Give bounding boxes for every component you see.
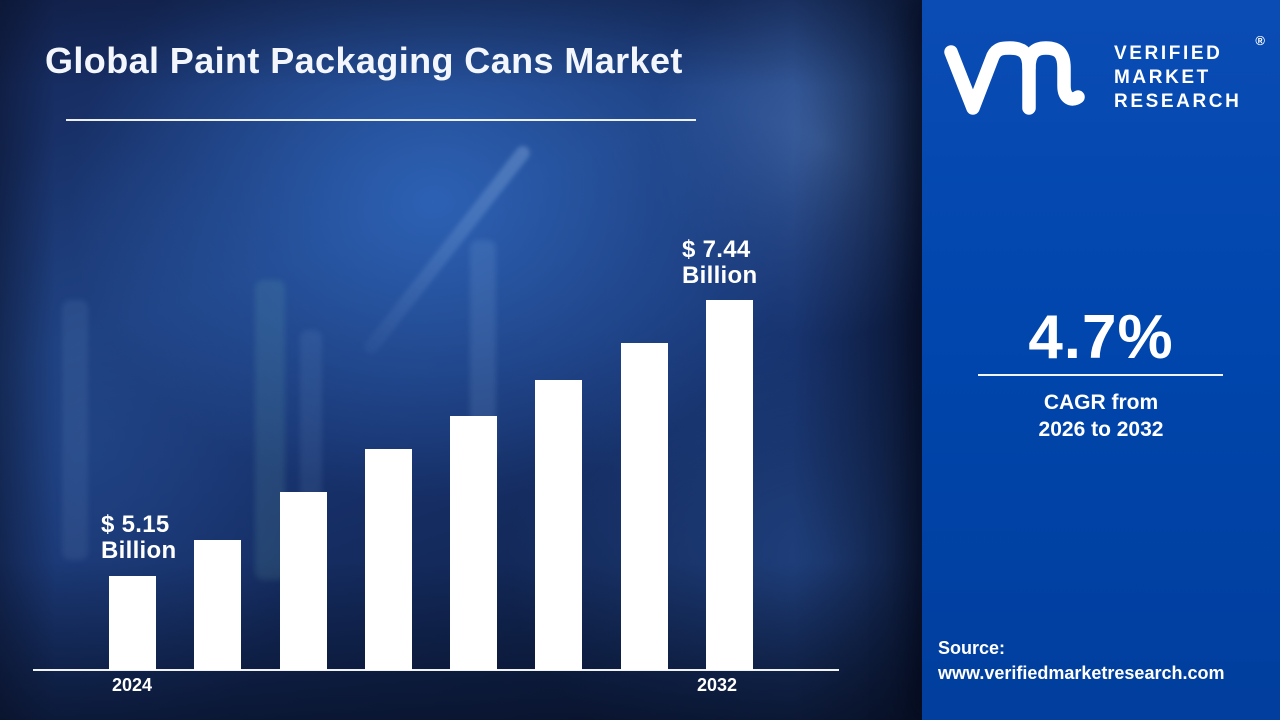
bar — [194, 540, 242, 670]
bar — [279, 492, 327, 670]
last-bar-value-label: $ 7.44 Billion — [682, 237, 757, 289]
bar — [620, 343, 668, 670]
brand-name-line2: MARKET — [1114, 67, 1211, 88]
last-bar-value-unit: Billion — [682, 262, 758, 289]
bar — [450, 416, 498, 670]
brand-name-line1: VERIFIED — [1114, 43, 1223, 64]
x-tick-2024: 2024 — [111, 675, 153, 695]
x-axis-line — [33, 669, 839, 671]
source-url[interactable]: www.verifiedmarketresearch.com — [938, 663, 1225, 683]
cagr-value: 4.7% — [1028, 303, 1174, 372]
source-label: Source: — [938, 638, 1006, 658]
registered-trademark-icon: ® — [1255, 33, 1265, 48]
first-bar-value-amount: $ 5.15 — [101, 511, 170, 538]
brand-stats-panel: VERIFIED MARKET RESEARCH ® 4.7% CAGR fro… — [922, 0, 1280, 720]
first-bar-value-label: $ 5.15 Billion — [101, 512, 176, 564]
cagr-divider — [978, 374, 1223, 376]
bar — [364, 449, 412, 670]
cagr-caption: CAGR from 2026 to 2032 — [922, 389, 1280, 443]
brand-name-line3: RESEARCH — [1114, 91, 1242, 112]
cagr-caption-line2: 2026 to 2032 — [1038, 418, 1164, 441]
brand-name: VERIFIED MARKET RESEARCH — [1114, 42, 1241, 114]
bar-chart — [109, 0, 753, 670]
market-overview-panel: Global Paint Packaging Cans Market $ 5.1… — [0, 0, 922, 720]
bar — [535, 380, 583, 670]
title-underline — [66, 119, 696, 121]
vmr-logo-icon — [944, 41, 1085, 115]
page-title: Global Paint Packaging Cans Market — [45, 40, 683, 81]
x-tick-2032: 2032 — [696, 675, 738, 695]
cagr-caption-line1: CAGR from — [1043, 391, 1159, 414]
first-bar-value-unit: Billion — [101, 537, 177, 564]
bar — [705, 300, 753, 670]
bar — [109, 576, 156, 670]
last-bar-value-amount: $ 7.44 — [682, 236, 751, 263]
source-block: Source: www.verifiedmarketresearch.com — [938, 636, 1224, 686]
brand-header: VERIFIED MARKET RESEARCH ® — [922, 0, 1280, 140]
